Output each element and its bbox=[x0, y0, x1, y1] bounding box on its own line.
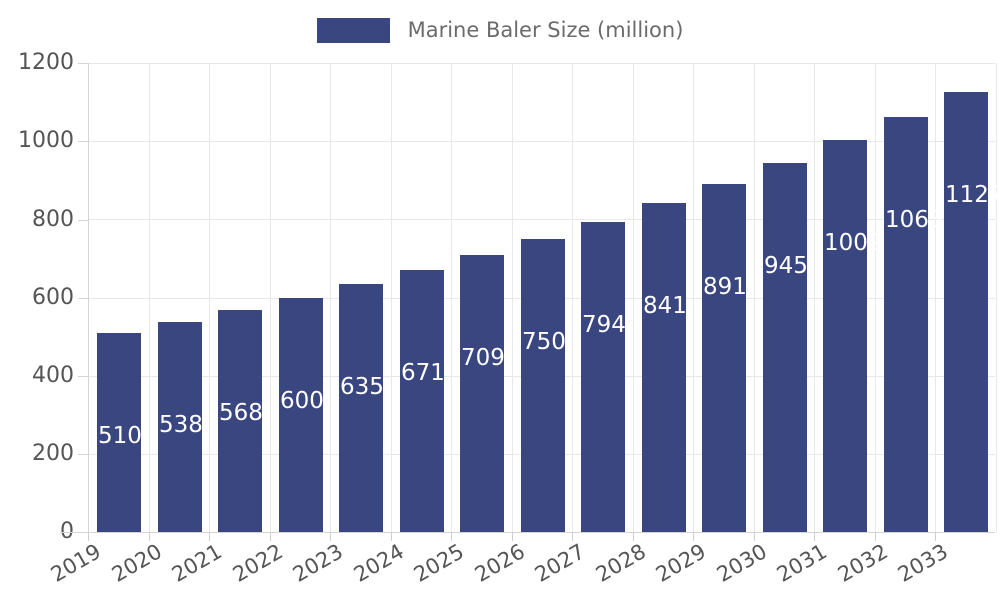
y-tick-label: 1200 bbox=[18, 50, 74, 75]
gridline-vertical bbox=[451, 63, 452, 532]
y-tick-mark bbox=[78, 376, 88, 377]
x-tick-label: 2032 bbox=[833, 539, 892, 587]
x-tick-label: 2027 bbox=[530, 539, 589, 587]
bar[interactable] bbox=[702, 183, 746, 532]
x-tick-mark bbox=[633, 533, 634, 541]
x-tick-label: 2024 bbox=[349, 539, 408, 587]
x-tick-mark bbox=[875, 533, 876, 541]
x-tick-mark bbox=[330, 533, 331, 541]
bar[interactable] bbox=[642, 203, 686, 532]
x-tick-label: 2031 bbox=[772, 539, 831, 587]
x-tick-mark bbox=[814, 533, 815, 541]
x-tick-label: 2023 bbox=[288, 539, 347, 587]
gridline-horizontal bbox=[88, 219, 995, 221]
gridline-vertical bbox=[391, 63, 392, 532]
gridline-vertical bbox=[935, 63, 936, 532]
y-tick-label: 1000 bbox=[18, 128, 74, 153]
gridline-vertical bbox=[512, 63, 513, 532]
x-tick-label: 2020 bbox=[107, 539, 166, 587]
x-tick-label: 2033 bbox=[893, 539, 952, 587]
bar[interactable] bbox=[521, 238, 565, 532]
x-axis-line bbox=[60, 532, 995, 533]
bar[interactable] bbox=[884, 116, 928, 532]
gridline-vertical bbox=[270, 63, 271, 532]
bar[interactable] bbox=[944, 91, 988, 532]
x-tick-mark bbox=[693, 533, 694, 541]
x-tick-label: 2022 bbox=[228, 539, 287, 587]
bar[interactable] bbox=[279, 297, 323, 532]
y-tick-label: 600 bbox=[32, 285, 74, 310]
bar[interactable] bbox=[460, 254, 504, 532]
x-tick-mark bbox=[572, 533, 573, 541]
y-tick-label: 800 bbox=[32, 207, 74, 232]
y-tick-label: 0 bbox=[60, 519, 74, 544]
y-axis: 0 200 400 600 800 1000 1200 bbox=[0, 0, 74, 600]
x-tick-mark bbox=[149, 533, 150, 541]
bar[interactable] bbox=[400, 269, 444, 532]
y-tick-mark bbox=[78, 220, 88, 221]
bar[interactable] bbox=[823, 140, 867, 532]
plot-area: 510 538 568 600 635 671 709 750 794 841 891 945 1002… bbox=[88, 63, 1000, 533]
bar[interactable] bbox=[763, 162, 807, 532]
gridline-vertical bbox=[572, 63, 573, 532]
bar[interactable] bbox=[158, 321, 202, 532]
gridline-vertical bbox=[633, 63, 634, 532]
y-axis-line bbox=[88, 63, 89, 533]
y-tick-mark bbox=[78, 298, 88, 299]
y-tick-label: 400 bbox=[32, 363, 74, 388]
x-tick-mark bbox=[270, 533, 271, 541]
gridline-vertical bbox=[209, 63, 210, 532]
legend-item[interactable]: Marine Baler Size (million) bbox=[316, 17, 684, 43]
x-tick-label: 2021 bbox=[167, 539, 226, 587]
legend-label: Marine Baler Size (million) bbox=[407, 17, 684, 42]
gridline-horizontal bbox=[88, 141, 995, 143]
gridline-vertical bbox=[814, 63, 815, 532]
y-tick-mark bbox=[78, 63, 88, 64]
gridline-vertical bbox=[996, 63, 997, 532]
bar[interactable] bbox=[218, 310, 262, 532]
x-tick-mark bbox=[754, 533, 755, 541]
x-tick-label: 2028 bbox=[591, 539, 650, 587]
gridline-horizontal bbox=[88, 63, 995, 64]
chart-legend: Marine Baler Size (million) bbox=[0, 10, 1000, 50]
x-tick-label: 2030 bbox=[712, 539, 771, 587]
gridline-vertical bbox=[754, 63, 755, 532]
gridline-vertical bbox=[875, 63, 876, 532]
gridline-vertical bbox=[149, 63, 150, 532]
x-tick-mark bbox=[391, 533, 392, 541]
bar[interactable] bbox=[581, 221, 625, 532]
x-tick-label: 2029 bbox=[651, 539, 710, 587]
bar[interactable] bbox=[339, 283, 383, 532]
x-tick-mark bbox=[451, 533, 452, 541]
x-tick-mark bbox=[512, 533, 513, 541]
y-tick-label: 200 bbox=[32, 441, 74, 466]
legend-color-swatch bbox=[316, 17, 390, 43]
y-tick-mark bbox=[78, 454, 88, 455]
x-tick-label: 2026 bbox=[470, 539, 529, 587]
gridline-vertical bbox=[330, 63, 331, 532]
bar[interactable] bbox=[97, 332, 141, 532]
x-tick-label: 2025 bbox=[409, 539, 468, 587]
gridline-vertical bbox=[693, 63, 694, 532]
x-tick-mark bbox=[935, 533, 936, 541]
x-tick-mark bbox=[209, 533, 210, 541]
x-tick-mark bbox=[88, 533, 89, 541]
y-tick-mark bbox=[78, 141, 88, 142]
